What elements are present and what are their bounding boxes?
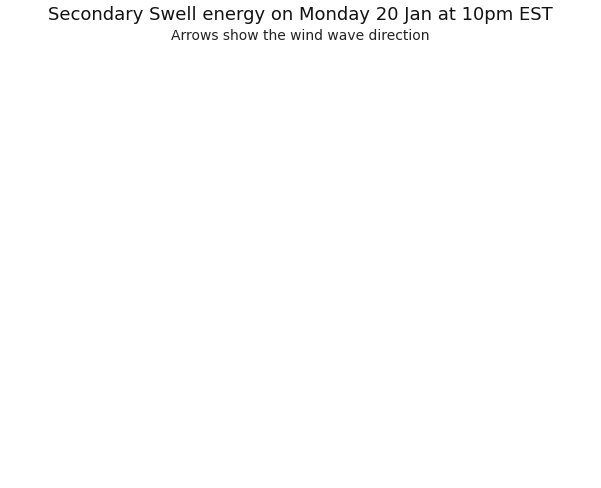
Text: Arrows show the wind wave direction: Arrows show the wind wave direction xyxy=(171,29,430,43)
Text: Secondary Swell energy on Monday 20 Jan at 10pm EST: Secondary Swell energy on Monday 20 Jan … xyxy=(48,6,553,24)
Text: cartopy not available: cartopy not available xyxy=(227,260,374,274)
